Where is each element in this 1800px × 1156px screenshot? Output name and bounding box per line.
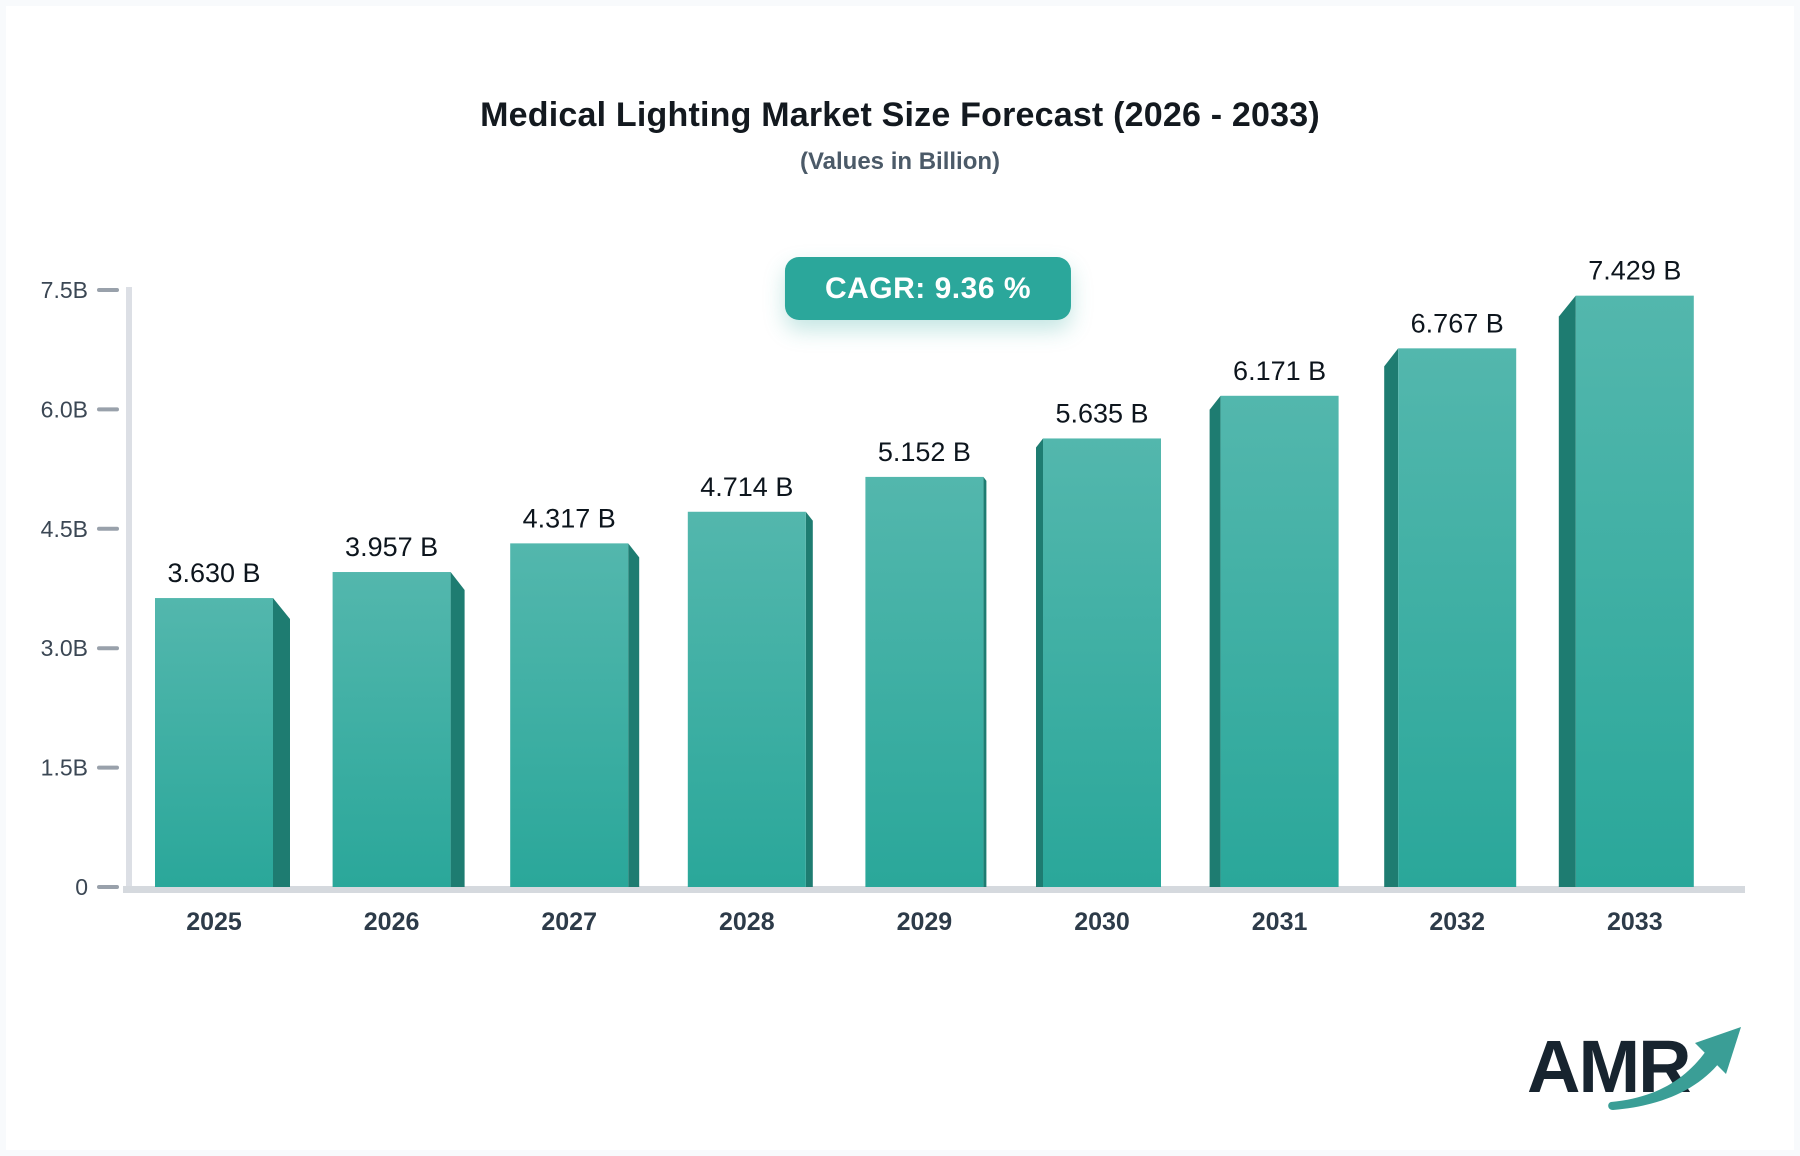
bar-value-label: 4.714 B bbox=[700, 472, 793, 502]
bar: 3.630 B 2025 bbox=[155, 558, 290, 936]
y-axis-line bbox=[126, 287, 132, 892]
bar-side bbox=[273, 598, 290, 887]
y-tick-label: 4.5B bbox=[41, 516, 88, 542]
bar-side bbox=[1036, 438, 1043, 887]
x-tick-label: 2032 bbox=[1429, 908, 1485, 936]
y-tick-mark bbox=[97, 407, 119, 412]
y-tick-mark bbox=[97, 885, 119, 889]
bar-face bbox=[155, 598, 273, 887]
bar-face bbox=[1043, 438, 1161, 887]
x-tick-label: 2031 bbox=[1252, 908, 1308, 936]
bar-side bbox=[805, 511, 813, 887]
bar-face bbox=[687, 511, 806, 887]
bar-value-label: 6.767 B bbox=[1411, 308, 1504, 338]
bar: 7.429 B 2033 bbox=[1558, 256, 1694, 936]
y-tick-mark bbox=[97, 288, 119, 292]
x-tick-label: 2025 bbox=[186, 908, 242, 936]
bar-face bbox=[332, 572, 451, 887]
amr-logo-arrow-swoosh bbox=[1608, 1051, 1720, 1110]
y-tick-label: 3.0B bbox=[41, 635, 88, 661]
x-tick-label: 2030 bbox=[1074, 908, 1130, 936]
bar-face bbox=[510, 543, 629, 887]
bar-face bbox=[1220, 395, 1339, 887]
bar-value-label: 3.957 B bbox=[345, 532, 438, 562]
bar-side bbox=[983, 476, 987, 887]
bar-value-label: 7.429 B bbox=[1588, 256, 1681, 286]
bar-side bbox=[1558, 295, 1576, 887]
y-tick-label: 1.5B bbox=[41, 755, 88, 781]
cagr-badge: CAGR: 9.36 % bbox=[784, 257, 1072, 320]
x-tick-label: 2026 bbox=[364, 908, 420, 936]
bar-face bbox=[865, 476, 984, 887]
bar-side bbox=[1209, 395, 1221, 887]
bar: 6.767 B 2032 bbox=[1384, 308, 1517, 936]
bar: 5.635 B 2030 bbox=[1036, 398, 1161, 936]
bar-value-label: 5.152 B bbox=[878, 437, 971, 467]
amr-logo: AMR bbox=[1527, 1025, 1741, 1110]
bar: 4.714 B 2028 bbox=[687, 472, 813, 936]
page-title: Medical Lighting Market Size Forecast (2… bbox=[480, 96, 1320, 134]
bar: 4.317 B 2027 bbox=[510, 503, 640, 936]
bar-side bbox=[1384, 348, 1399, 887]
x-tick-label: 2028 bbox=[719, 908, 775, 936]
bar: 5.152 B 2029 bbox=[865, 437, 987, 936]
y-tick-label: 0 bbox=[75, 874, 88, 900]
bar-face bbox=[1398, 348, 1517, 887]
x-tick-label: 2029 bbox=[897, 908, 953, 936]
bar-value-label: 5.635 B bbox=[1055, 398, 1148, 428]
page-subtitle: (Values in Billion) bbox=[799, 148, 1001, 175]
bar-side bbox=[628, 543, 640, 887]
y-tick-mark bbox=[97, 646, 119, 651]
x-tick-label: 2033 bbox=[1607, 908, 1663, 936]
bar-value-label: 3.630 B bbox=[167, 558, 260, 588]
x-tick-label: 2027 bbox=[541, 908, 597, 936]
bar: 3.957 B 2026 bbox=[332, 532, 465, 936]
bar-face bbox=[1575, 295, 1694, 887]
bar-value-label: 6.171 B bbox=[1233, 356, 1326, 386]
bar: 6.171 B 2031 bbox=[1209, 356, 1339, 936]
y-tick-label: 7.5B bbox=[41, 277, 88, 303]
y-tick-mark bbox=[97, 765, 119, 770]
bar-side bbox=[450, 572, 465, 887]
amr-logo-arrow-head bbox=[1695, 1027, 1741, 1074]
bar-value-label: 4.317 B bbox=[523, 503, 616, 533]
y-tick-mark bbox=[97, 526, 119, 531]
x-axis-line bbox=[123, 886, 1745, 893]
y-tick-label: 6.0B bbox=[41, 396, 88, 422]
